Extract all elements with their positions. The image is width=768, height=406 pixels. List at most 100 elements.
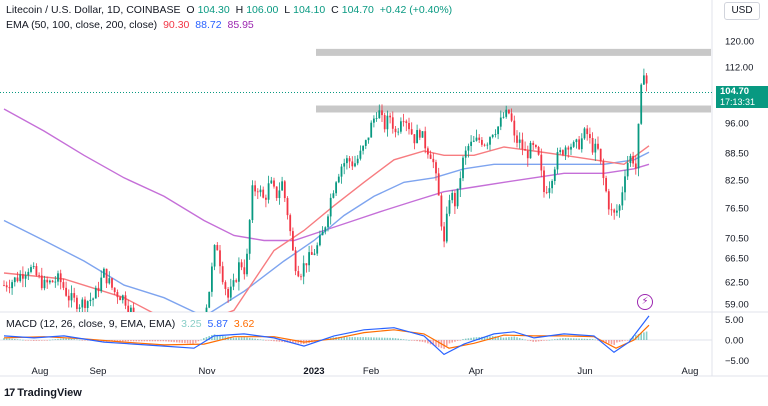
candle-body [54,281,57,283]
candle-body [62,282,65,288]
macd-tick-label: −5.00 [725,356,749,367]
macd-hist-bar [435,340,437,347]
macd-tick-label: 0.00 [725,336,744,347]
candle-body [445,213,448,242]
candle-body [502,116,505,118]
macd-hist-bar [184,340,186,344]
open-label: O [186,4,195,16]
candle-body [545,192,548,193]
candle-body [205,307,208,312]
macd-hist-bar [564,338,567,340]
ema-label: EMA (50, 100, close, 200, close) [6,19,158,31]
candle-body [265,197,267,200]
candle-body [337,176,340,183]
macd-hist-bar [516,337,518,340]
candle-body [259,189,262,193]
macd-hist-bar [632,336,634,340]
candle-body [297,271,300,277]
macd-hist-bar [556,338,559,340]
macd-hist-bar [354,337,356,340]
candle-body [397,131,400,133]
currency-button[interactable]: USD [724,2,760,20]
macd-hist-bar [59,338,62,340]
candle-body [24,275,27,279]
candle-body [424,131,427,149]
candle-body [270,180,273,184]
macd-hist-bar [159,340,162,342]
candle-body [300,276,302,278]
macd-hist-bar [586,338,588,340]
candle-body [510,113,513,121]
candle-body [211,266,213,292]
candle-body [464,150,467,158]
candle-body [116,292,119,298]
macd-hist-bar [149,340,151,342]
candle-body [149,328,151,341]
candle-body [32,266,35,268]
macd-hist-bar [540,340,543,342]
macd-hist-bar [470,337,472,340]
candle-body [310,252,313,255]
price-axis: 120.00 112.00 96.00 88.50 82.50 76.50 70.50 66.… [725,37,754,311]
candle-body [313,253,316,255]
macd-hist-bar [597,340,599,341]
candle-body [583,128,586,139]
time-tick-label: 2023 [303,366,324,377]
candle-body [76,297,78,309]
candle-body [281,181,283,191]
macd-hist-bar [235,337,237,340]
macd-hist-bar [467,338,470,340]
macd-hist-bar [197,340,200,342]
candle-body [335,182,337,194]
macd-hist-bar [246,337,248,340]
candle-body [580,138,583,150]
candle-body [86,301,89,308]
price-tick-label: 62.50 [725,278,749,289]
macd-hist-bar [76,339,78,341]
price-pane [0,68,712,341]
candle-body [316,245,319,254]
macd-hist-bar [581,338,583,340]
candle-body [124,295,127,306]
time-axis: Aug Sep Nov 2023 Feb Apr Jun Aug [32,366,699,377]
macd-hist-bar [294,340,297,344]
macd-hist-bar [432,340,435,346]
macd-hist-bar [240,337,243,340]
candle-body [200,332,202,333]
candle-body [634,163,637,169]
candle-body [632,155,634,164]
macd-hist-bar [359,337,362,340]
lightning-icon[interactable]: ⚡ [637,294,653,310]
macd-hist-bar [138,340,140,342]
candle-body [375,118,378,119]
macd-hist-bar [618,340,621,342]
macd-hist-bar [154,340,156,342]
macd-hist-bar [35,340,38,341]
candle-body [489,137,491,145]
time-tick-label: Feb [363,366,379,377]
candle-body [351,161,354,167]
macd-hist-bar [24,340,27,341]
candle-body [416,130,418,144]
candle-body [227,288,229,298]
macd-hist-bar [289,340,291,343]
candle-body [437,173,440,196]
candle-body [370,122,373,138]
price-tick-label: 70.50 [725,234,749,245]
macd-hist-bar [397,338,399,340]
macd-hist-bar [219,335,221,340]
candle-body [613,209,616,213]
candle-body [65,287,67,296]
candle-body [348,158,351,162]
price-tick-label: 59.00 [725,300,749,311]
candle-body [362,145,364,151]
tradingview-logo[interactable]: 17 TradingView [4,387,82,399]
macd-hist-bar [297,340,300,344]
price-tick-label: 76.50 [725,204,749,215]
macd-hist-bar [165,340,167,342]
macd-hist-bar [559,338,561,340]
candle-body [532,142,535,145]
candle-body [127,305,130,312]
candle-body [516,135,518,143]
